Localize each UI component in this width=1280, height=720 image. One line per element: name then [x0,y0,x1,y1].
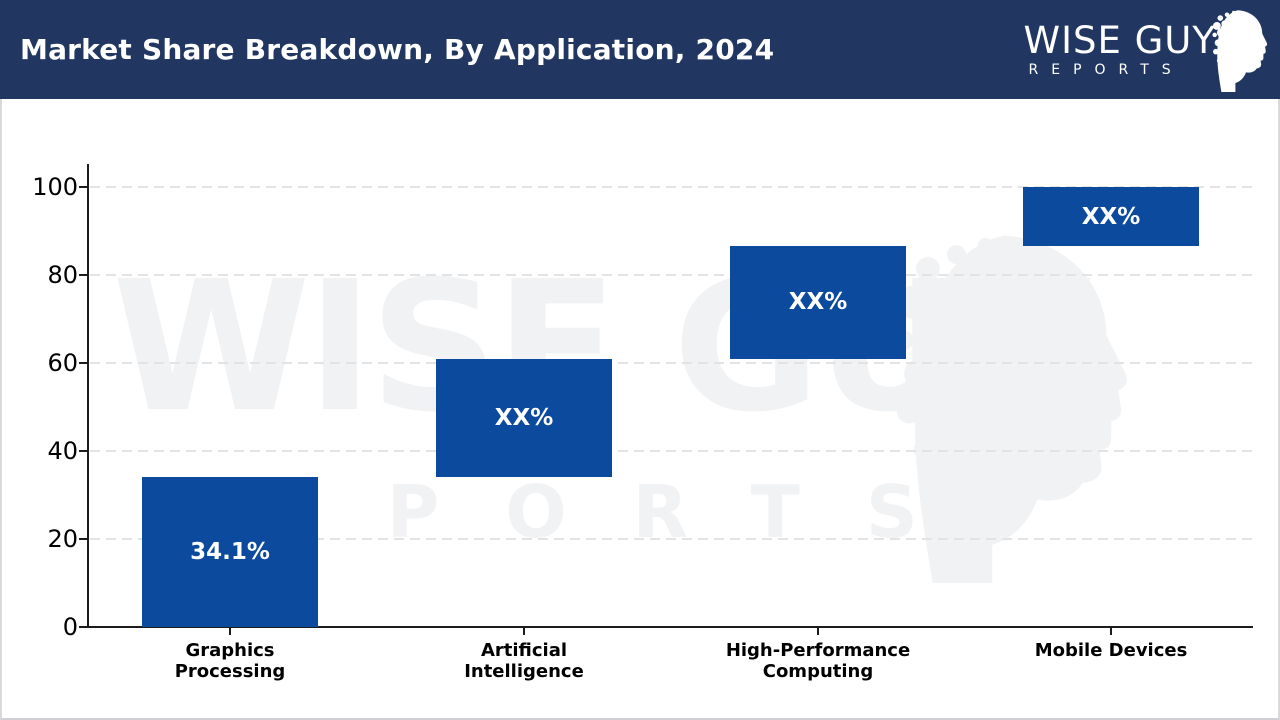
page-title: Market Share Breakdown, By Application, … [20,33,775,66]
bar-value-label: XX% [788,289,848,316]
y-gridline [90,362,1252,364]
bar-value-label: 34.1% [190,538,270,565]
bar-value-label: XX% [494,404,554,431]
x-tick-label: Mobile Devices [1034,640,1188,661]
y-tick-mark [79,450,87,452]
x-tick-label: Artificial Intelligence [464,640,584,682]
x-tick-mark [817,628,819,635]
bar-value-label: XX% [1081,203,1141,230]
x-tick-mark [229,628,231,635]
y-tick-label: 100 [32,173,78,201]
x-tick-label: High-Performance Computing [725,640,911,682]
bar-graphics-processing: 34.1% [142,476,318,627]
bar-high-performance-computing: XX% [730,246,906,359]
logo-text: WISE GUY REPORTS [1024,22,1216,77]
y-tick-mark [79,538,87,540]
y-gridline [90,450,1252,452]
bar-artificial-intelligence: XX% [436,358,612,477]
logo-head-icon [1212,9,1268,92]
y-tick-label: 0 [62,613,78,641]
wiseguy-logo: WISE GUY REPORTS [1024,0,1272,99]
x-axis-line [87,626,1253,628]
y-gridline [90,274,1252,276]
y-axis-spine [87,164,89,628]
y-tick-mark [79,626,87,628]
watermark-head-icon [894,235,1127,583]
y-tick-mark [79,362,87,364]
x-tick-mark [523,628,525,635]
y-tick-label: 60 [47,349,78,377]
y-tick-mark [79,186,87,188]
y-gridline [90,538,1252,540]
bar-mobile-devices: XX% [1023,187,1199,247]
y-tick-label: 40 [47,437,78,465]
logo-sub-text: REPORTS [1028,62,1184,78]
y-gridline [90,186,1252,188]
header-bar: Market Share Breakdown, By Application, … [0,0,1280,99]
x-tick-mark [1110,628,1112,635]
logo-name-text: WISE GUY [1023,19,1216,62]
y-tick-label: 80 [47,261,78,289]
y-tick-mark [79,274,87,276]
y-tick-label: 20 [47,525,78,553]
x-tick-label: Graphics Processing [174,640,286,682]
